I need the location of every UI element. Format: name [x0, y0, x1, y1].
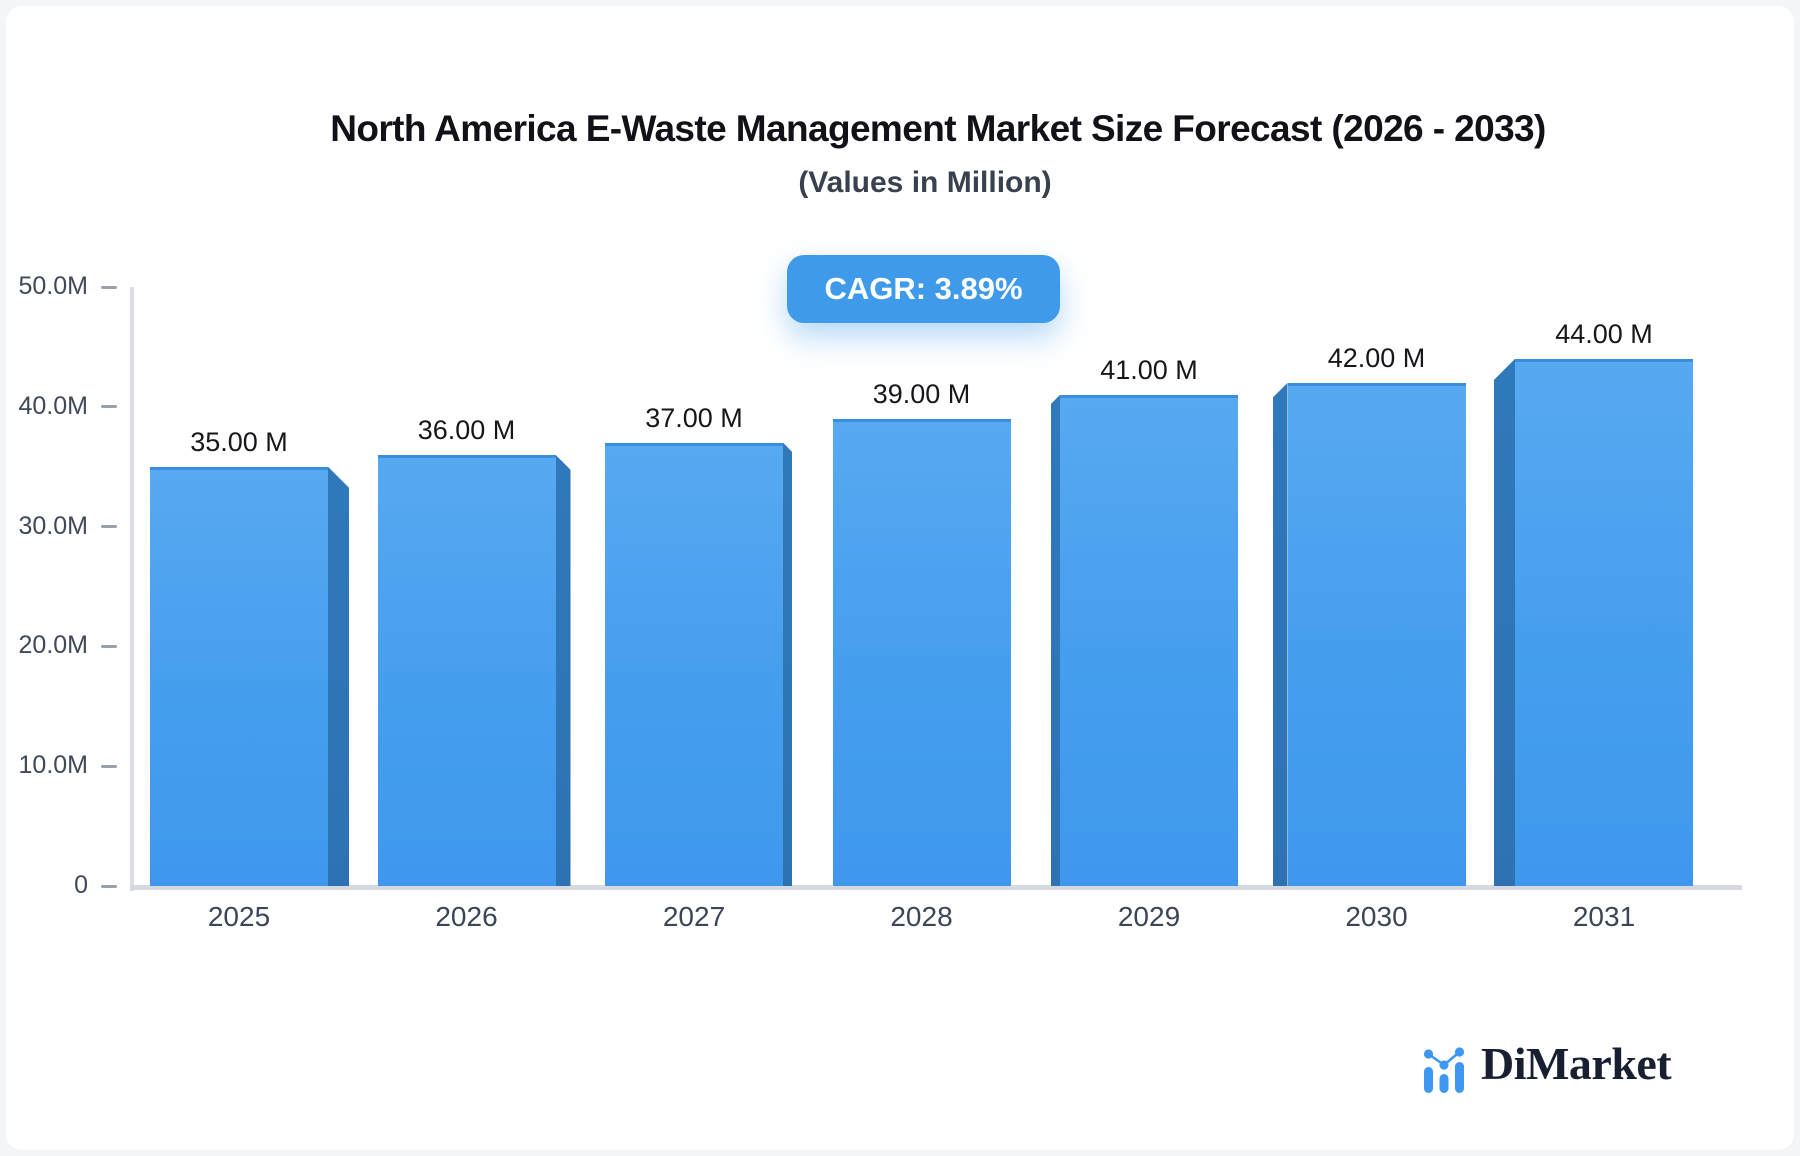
bar: [1515, 358, 1693, 886]
bar-value-label: 44.00 M: [1555, 318, 1653, 349]
y-tick-label: 10.0M: [18, 751, 88, 780]
chart-title: North America E-Waste Management Market …: [330, 108, 1546, 149]
y-tick-label: 20.0M: [18, 631, 88, 660]
bar-side: [1272, 382, 1288, 886]
y-tick-label: 40.0M: [18, 391, 88, 420]
bar-value-label: 36.00 M: [417, 414, 516, 445]
bar: [1060, 394, 1238, 886]
bar-value-label: 39.00 M: [872, 378, 971, 409]
bar: [832, 418, 1011, 886]
bar-side: [555, 454, 571, 886]
x-axis-label: 2025: [207, 901, 271, 932]
y-tick-dash: [101, 525, 117, 529]
brand-logo-text: DiMarket: [1481, 1038, 1672, 1089]
y-tick-label: 0: [74, 871, 88, 899]
bar: [150, 466, 328, 886]
y-tick-dash: [101, 405, 117, 409]
bar: [377, 454, 556, 886]
x-axis-label: 2031: [1572, 901, 1636, 932]
y-tick-label: 30.0M: [18, 511, 88, 540]
bar-value-label: 42.00 M: [1327, 342, 1426, 373]
bar-value-label: 37.00 M: [645, 402, 743, 433]
chart-subtitle: (Values in Million): [798, 166, 1052, 199]
x-axis-label: 2027: [662, 901, 726, 932]
brand-logo: DiMarket: [1420, 1038, 1672, 1093]
bar-side: [1051, 394, 1060, 886]
x-axis-label: 2030: [1345, 901, 1408, 932]
cagr-badge-label: CAGR: 3.89%: [824, 271, 1023, 306]
bar-side: [328, 466, 349, 886]
bar: [1287, 382, 1466, 886]
x-axis-label: 2028: [890, 901, 953, 932]
x-axis-line: [130, 885, 1742, 890]
y-tick-dash: [101, 884, 117, 888]
mini-bar-chart-icon: [1423, 1047, 1465, 1093]
bar-side: [1494, 358, 1515, 886]
bar-side: [783, 442, 792, 886]
y-tick-dash: [101, 764, 117, 768]
cagr-badge: CAGR: 3.89%: [787, 255, 1060, 323]
bar-value-label: 35.00 M: [190, 426, 288, 457]
y-tick-label: 50.0M: [18, 272, 88, 300]
y-tick-dash: [101, 285, 117, 289]
x-axis-label: 2026: [435, 901, 498, 932]
y-tick-dash: [101, 644, 117, 648]
x-axis-label: 2029: [1117, 901, 1181, 932]
y-axis-line: [130, 287, 134, 891]
bar-value-label: 41.00 M: [1100, 354, 1198, 385]
bar: [605, 442, 783, 886]
